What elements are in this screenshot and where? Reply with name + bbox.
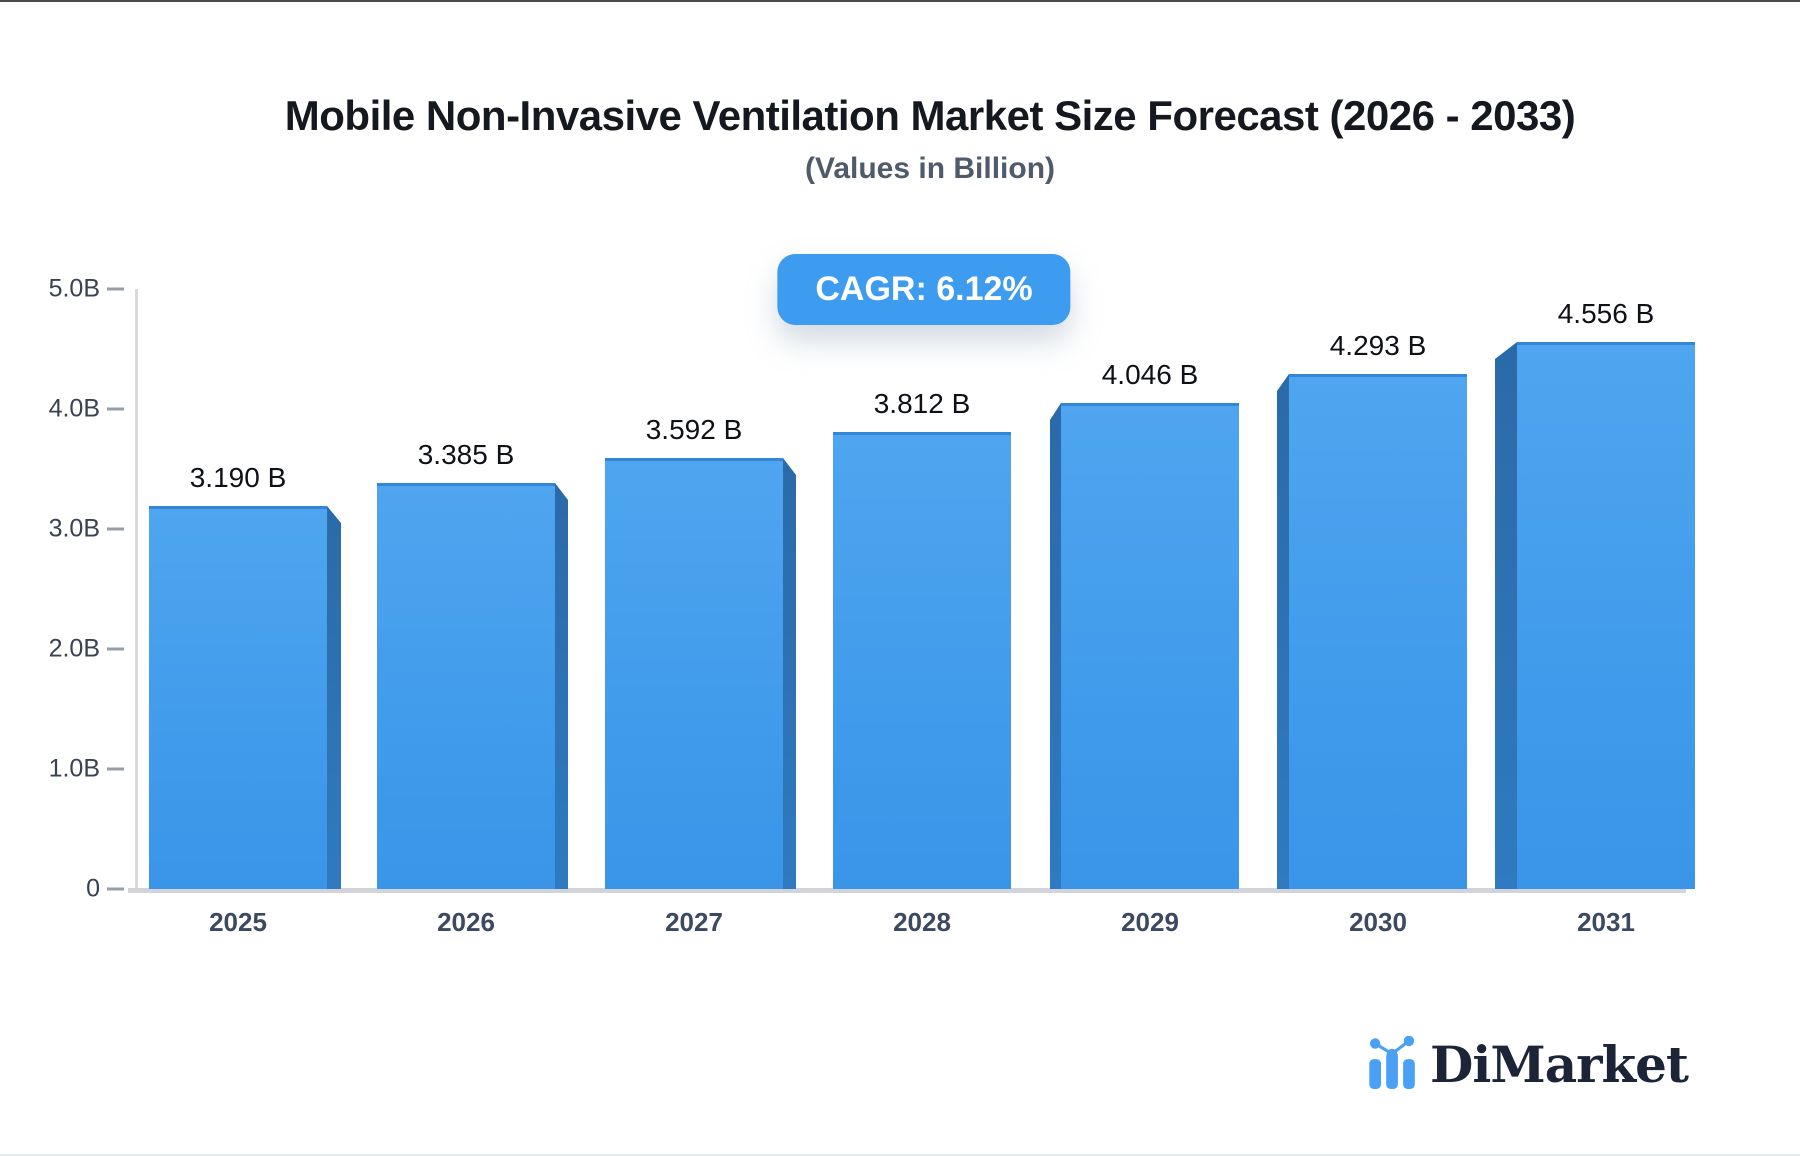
bar-3d-side-2025: [327, 506, 341, 889]
x-axis-label-2026: 2026: [437, 907, 495, 937]
y-tick-label: 0: [86, 874, 100, 903]
bar-value-label: 4.046 B: [1101, 359, 1199, 390]
y-tick-label: 2.0B: [48, 634, 100, 663]
bar-value-label: 3.812 B: [873, 388, 971, 419]
y-tick-label: 4.0B: [48, 394, 100, 423]
bar-2030: [1289, 374, 1467, 889]
bar-2027: [605, 458, 783, 889]
x-axis-label-2030: 2030: [1349, 907, 1407, 937]
brand-logo-text: DiMarket: [1430, 1035, 1689, 1094]
bar-value-label: 3.190 B: [189, 462, 287, 493]
x-axis-label-2031: 2031: [1577, 907, 1635, 937]
bar-3d-side-2027: [783, 458, 796, 889]
bar-3d-side-2029: [1050, 403, 1061, 889]
bar-2026: [377, 483, 555, 889]
x-axis-label-2025: 2025: [209, 907, 267, 937]
bar-2031: [1517, 342, 1695, 889]
x-axis-baseline: [128, 888, 1686, 893]
bar-value-label: 3.385 B: [417, 439, 515, 470]
y-tick-dash: [107, 647, 124, 651]
y-tick-label: 1.0B: [48, 754, 100, 783]
bar-3d-side-2030: [1277, 374, 1289, 889]
y-tick-dash: [107, 767, 124, 771]
cagr-badge: CAGR: 6.12%: [777, 254, 1071, 325]
bar-value-label: 3.592 B: [645, 414, 743, 445]
x-axis-label-2027: 2027: [665, 907, 723, 937]
bar-2029: [1061, 403, 1239, 889]
bar-value-label: 4.293 B: [1329, 330, 1427, 361]
brand-logo: DiMarket: [1368, 1035, 1689, 1094]
mini-bar-line-chart-icon: [1369, 1036, 1415, 1089]
x-axis-label-2028: 2028: [893, 907, 951, 937]
plot-area: 5.0B 4.0B 3.0B 2.0B 1.0B 0 3.190 B 3.385 B 3.59…: [49, 275, 1743, 937]
chart-title: Mobile Non-Invasive Ventilation Market S…: [284, 92, 1576, 139]
y-tick-dash: [107, 887, 124, 891]
y-tick-dash: [107, 407, 124, 411]
bar-2028: [833, 432, 1011, 889]
bar-2025: [149, 506, 327, 889]
x-axis-label-2029: 2029: [1121, 907, 1179, 937]
chart-subtitle: (Values in Billion): [804, 152, 1056, 185]
y-tick-label: 5.0B: [48, 274, 100, 303]
bar-3d-side-2026: [555, 483, 568, 889]
y-axis-line: [135, 289, 138, 889]
bar-value-label: 4.556 B: [1557, 298, 1655, 329]
y-tick-dash: [107, 527, 124, 531]
bar-3d-side-2031: [1495, 342, 1517, 889]
y-tick-label: 3.0B: [48, 514, 100, 543]
y-tick-dash: [107, 287, 124, 291]
